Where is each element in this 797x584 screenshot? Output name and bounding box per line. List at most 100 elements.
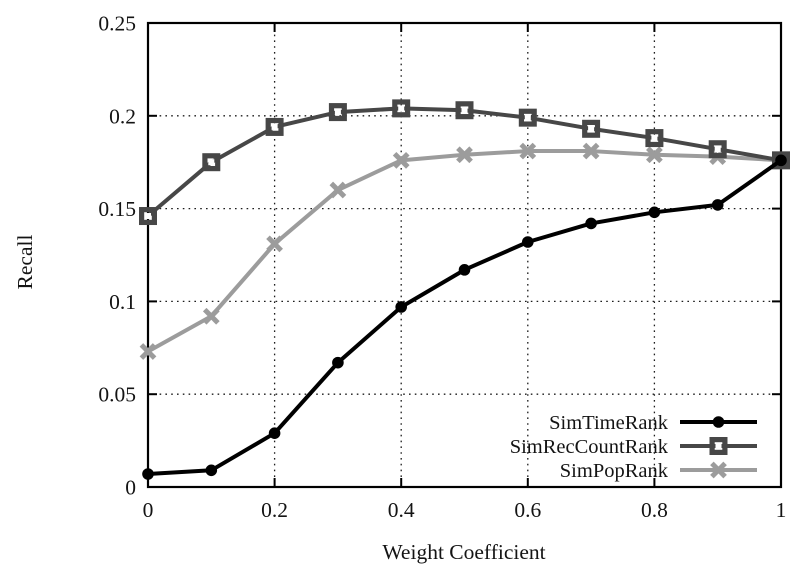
cross-x-marker-stroke <box>646 146 663 164</box>
series-simtimerank <box>142 154 787 480</box>
cross-x-marker-stroke <box>710 461 727 479</box>
filled-circle-marker <box>521 236 534 248</box>
x-tick-label: 1 <box>776 498 787 522</box>
legend-label: SimRecCountRank <box>510 436 669 458</box>
y-tick-label: 0.1 <box>109 290 136 314</box>
cross-x-marker-stroke <box>519 142 537 160</box>
marker-simtimerank-3 <box>332 356 344 369</box>
y-axis-title: Recall <box>13 235 37 290</box>
marker-simreccountrank-5 <box>455 101 474 120</box>
x-tick-label: 0.2 <box>261 498 288 522</box>
cross-x-marker-stroke <box>582 142 600 160</box>
marker-simreccountrank-8 <box>645 129 664 148</box>
marker-simreccountrank-6 <box>518 108 537 127</box>
open-square-marker-center <box>334 109 341 116</box>
filled-circle-marker <box>395 301 407 313</box>
open-square-marker-center <box>398 105 405 112</box>
y-tick-label: 0.15 <box>98 197 136 221</box>
marker-simtimerank-8 <box>648 206 661 219</box>
filled-circle-marker <box>648 206 661 219</box>
y-axis-tick-labels: 0 0.05 0.1 0.15 0.2 0.25 <box>98 12 136 500</box>
marker-simreccountrank-0 <box>139 207 158 226</box>
open-square-marker-center <box>715 443 722 449</box>
open-square-marker <box>392 99 411 118</box>
marker-simpoprank-5 <box>456 146 473 164</box>
legend-entry-simpoprank[interactable]: SimPopRank <box>560 460 757 482</box>
open-square-marker-center <box>271 123 278 130</box>
marker-simpoprank-4 <box>392 151 410 169</box>
y-tick-label: 0.25 <box>98 12 136 36</box>
x-tick-label: 0 <box>143 498 154 522</box>
marker-simpoprank-3 <box>329 181 347 199</box>
marker-simtimerank-7 <box>585 217 597 230</box>
marker-simreccountrank-2 <box>265 117 284 136</box>
x-axis-tick-labels: 0 0.2 0.4 0.6 0.8 1 <box>143 498 787 522</box>
open-square-marker-center <box>145 213 151 220</box>
marker-simpoprank-8 <box>646 146 663 164</box>
marker-legend-0 <box>712 416 725 428</box>
vertical-gridlines <box>273 23 656 487</box>
marker-simreccountrank-9 <box>708 140 727 159</box>
marker-legend-1 <box>709 437 728 456</box>
open-square-marker-center <box>524 114 531 121</box>
x-axis-tickmarks <box>147 23 782 487</box>
marker-simtimerank-5 <box>458 264 471 276</box>
open-square-marker <box>708 140 727 159</box>
cross-x-marker-stroke <box>456 146 473 164</box>
open-square-marker <box>518 108 537 127</box>
filled-circle-marker <box>585 217 597 230</box>
open-square-marker <box>455 101 474 120</box>
open-square-marker-center <box>588 125 595 132</box>
open-square-marker-center <box>651 135 658 142</box>
open-square-marker-center <box>714 146 721 153</box>
marker-simtimerank-0 <box>142 468 154 480</box>
marker-simreccountrank-4 <box>392 99 411 118</box>
x-tick-label: 0.8 <box>641 498 668 522</box>
horizontal-gridlines <box>148 115 781 395</box>
legend-label: SimTimeRank <box>549 412 669 434</box>
y-tick-label: 0 <box>125 476 136 500</box>
open-square-marker <box>709 437 728 456</box>
filled-circle-marker <box>332 356 344 369</box>
marker-simtimerank-4 <box>395 301 407 313</box>
x-axis-title: Weight Coefficient <box>382 540 545 564</box>
open-square-marker <box>139 207 158 226</box>
marker-simpoprank-0 <box>139 343 157 360</box>
filled-circle-marker <box>458 264 471 276</box>
cross-x-marker-stroke <box>266 235 283 253</box>
data-series-layer <box>139 99 790 480</box>
y-tick-label: 0.2 <box>109 104 136 128</box>
legend-label: SimPopRank <box>560 460 669 482</box>
open-square-marker <box>645 129 664 148</box>
x-tick-label: 0.4 <box>388 498 415 522</box>
cross-x-marker-stroke <box>139 343 157 360</box>
legend-entry-simtimerank[interactable]: SimTimeRank <box>549 412 757 434</box>
marker-simtimerank-6 <box>521 236 534 248</box>
filled-circle-marker <box>775 154 787 167</box>
y-tick-label: 0.05 <box>98 383 136 407</box>
marker-legend-2 <box>710 461 727 479</box>
filled-circle-marker <box>142 468 154 480</box>
marker-simtimerank-1 <box>205 464 218 477</box>
marker-simreccountrank-1 <box>202 153 221 172</box>
cross-x-marker-stroke <box>392 151 410 169</box>
cross-x-marker-stroke <box>202 307 220 325</box>
marker-simreccountrank-3 <box>328 103 347 122</box>
legend-entry-simreccountrank[interactable]: SimRecCountRank <box>510 436 757 458</box>
open-square-marker <box>328 103 347 122</box>
filled-circle-marker <box>268 427 281 439</box>
open-square-marker-center <box>461 107 468 114</box>
open-square-marker <box>202 153 221 172</box>
marker-simpoprank-7 <box>582 142 600 160</box>
marker-simpoprank-2 <box>266 235 283 253</box>
filled-circle-marker <box>205 464 218 477</box>
marker-simpoprank-6 <box>519 142 537 160</box>
open-square-marker-center <box>208 159 215 166</box>
filled-circle-marker <box>712 416 725 428</box>
x-tick-label: 0.6 <box>514 498 541 522</box>
marker-simtimerank-10 <box>775 154 787 167</box>
marker-simtimerank-2 <box>268 427 281 439</box>
